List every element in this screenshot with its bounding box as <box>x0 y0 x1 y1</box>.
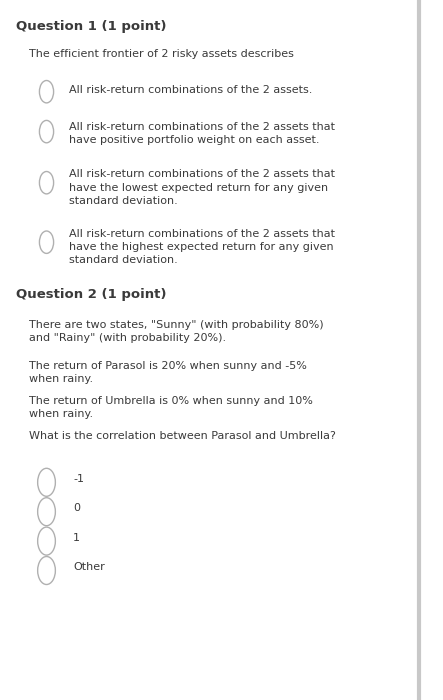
Text: What is the correlation between Parasol and Umbrella?: What is the correlation between Parasol … <box>29 430 336 440</box>
Text: The return of Umbrella is 0% when sunny and 10%
when rainy.: The return of Umbrella is 0% when sunny … <box>29 395 313 419</box>
Text: Question 1 (1 point): Question 1 (1 point) <box>16 20 166 33</box>
Text: All risk-return combinations of the 2 assets.: All risk-return combinations of the 2 as… <box>69 85 312 95</box>
Text: Question 2 (1 point): Question 2 (1 point) <box>16 288 166 302</box>
Text: Other: Other <box>73 562 105 572</box>
Text: All risk-return combinations of the 2 assets that
have positive portfolio weight: All risk-return combinations of the 2 as… <box>69 122 334 145</box>
Text: All risk-return combinations of the 2 assets that
have the lowest expected retur: All risk-return combinations of the 2 as… <box>69 169 334 206</box>
Text: The return of Parasol is 20% when sunny and -5%
when rainy.: The return of Parasol is 20% when sunny … <box>29 360 307 384</box>
Text: -1: -1 <box>73 474 84 484</box>
Text: 0: 0 <box>73 503 80 513</box>
Text: The efficient frontier of 2 risky assets describes: The efficient frontier of 2 risky assets… <box>29 49 294 59</box>
Text: There are two states, "Sunny" (with probability 80%)
and "Rainy" (with probabili: There are two states, "Sunny" (with prob… <box>29 320 323 343</box>
Text: All risk-return combinations of the 2 assets that
have the highest expected retu: All risk-return combinations of the 2 as… <box>69 229 334 265</box>
Text: 1: 1 <box>73 533 80 542</box>
